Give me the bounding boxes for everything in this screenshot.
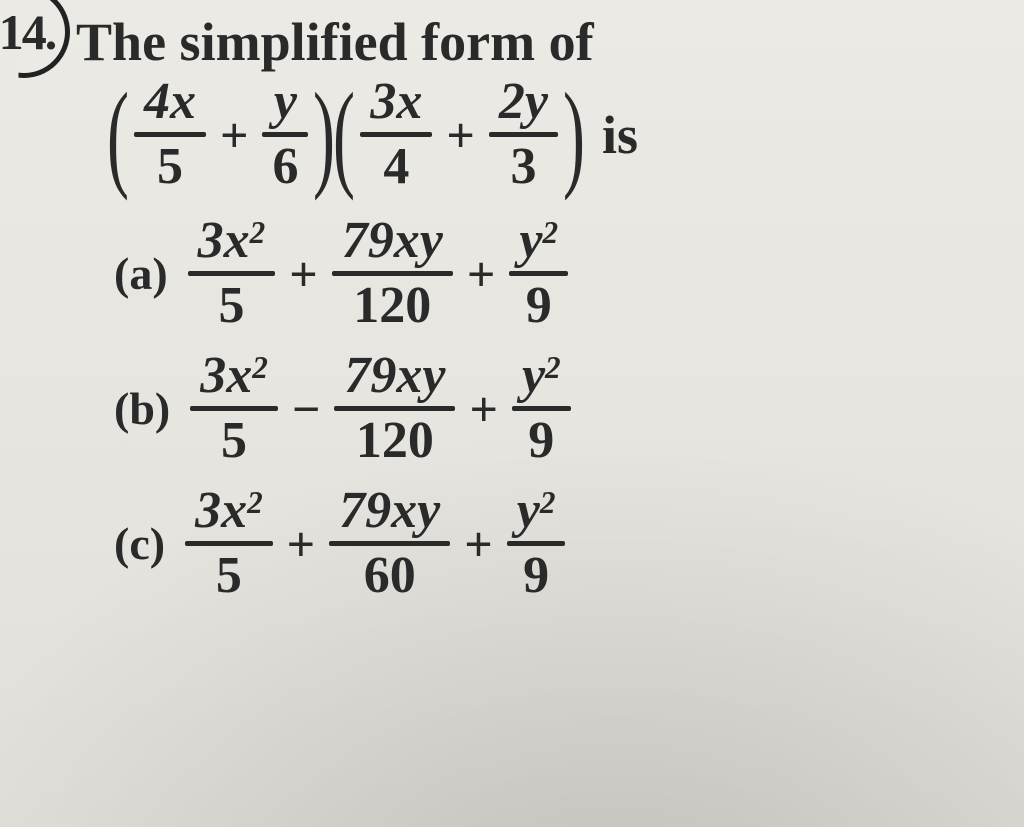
question-number-badge: 14. [0, 0, 70, 78]
option-a[interactable]: (a) 3x2 5 + 79xy 120 + y2 9 [114, 215, 1004, 332]
right-paren: ) [563, 87, 585, 183]
left-paren: ( [107, 87, 129, 183]
term: y2 9 [509, 215, 568, 332]
term: 79xy 120 [334, 350, 455, 467]
fraction-4x-over-5: 4x 5 [134, 76, 206, 193]
option-c[interactable]: (c) 3x2 5 + 79xy 60 + y2 9 [114, 485, 1004, 602]
op: + [289, 245, 318, 303]
question-stem: The simplified form of [76, 15, 594, 69]
term: 3x2 5 [188, 215, 276, 332]
left-paren: ( [333, 87, 355, 183]
term: 79xy 60 [329, 485, 450, 602]
term: 3x2 5 [185, 485, 273, 602]
plus-op: + [220, 106, 249, 164]
op: + [469, 380, 498, 438]
op: + [467, 245, 496, 303]
op: + [287, 515, 316, 573]
fraction-2y-over-3: 2y 3 [489, 76, 558, 193]
question-number: 14. [0, 0, 70, 78]
option-label: (c) [114, 517, 165, 570]
option-b[interactable]: (b) 3x2 5 − 79xy 120 + y2 9 [114, 350, 1004, 467]
question-header: 14. The simplified form of [8, 6, 1004, 78]
option-label: (a) [114, 247, 168, 300]
option-label: (b) [114, 382, 170, 435]
options-list: (a) 3x2 5 + 79xy 120 + y2 9 (b) 3x2 [114, 215, 1004, 602]
op: − [292, 380, 321, 438]
question-block: 14. The simplified form of ( 4x 5 + y 6 … [0, 0, 1024, 602]
plus-op: + [446, 106, 475, 164]
question-expression: ( 4x 5 + y 6 ) ( 3x 4 + 2y 3 ) is [108, 76, 1004, 193]
fraction-3x-over-4: 3x 4 [360, 76, 432, 193]
term: y2 9 [512, 350, 571, 467]
term: 3x2 5 [190, 350, 278, 467]
op: + [464, 515, 493, 573]
term: y2 9 [507, 485, 566, 602]
question-tail: is [602, 104, 638, 166]
fraction-y-over-6: y 6 [262, 76, 308, 193]
term: 79xy 120 [332, 215, 453, 332]
